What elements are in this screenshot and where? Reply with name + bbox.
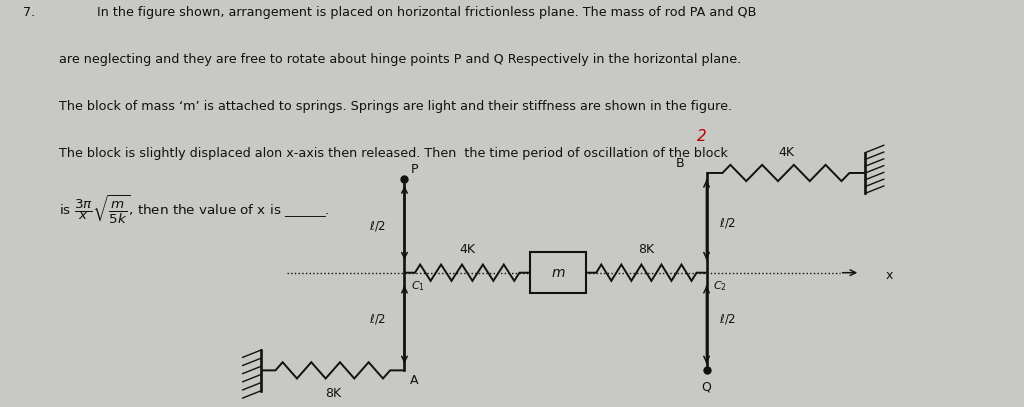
Text: A: A [410,374,418,387]
Text: 2: 2 [696,129,707,144]
Text: 8K: 8K [325,387,341,400]
Text: The block is slightly displaced alon x-axis then released. Then  the time period: The block is slightly displaced alon x-a… [59,147,728,160]
Text: P: P [411,163,418,176]
Text: 4K: 4K [778,146,794,159]
Text: is $\dfrac{3\pi}{x}\sqrt{\dfrac{m}{5k}}$, then the value of x is ______.: is $\dfrac{3\pi}{x}\sqrt{\dfrac{m}{5k}}$… [59,193,330,225]
Text: are neglecting and they are free to rotate about hinge points P and Q Respective: are neglecting and they are free to rota… [59,53,741,66]
Text: $\ell$/2: $\ell$/2 [719,313,736,326]
Text: 7.: 7. [23,6,35,19]
Text: 8K: 8K [638,243,654,256]
Text: 4K: 4K [459,243,475,256]
Text: m: m [551,266,565,280]
Text: $C_1$: $C_1$ [411,279,425,293]
Text: B: B [676,157,684,170]
Text: x: x [886,269,893,282]
Text: $\ell$/2: $\ell$/2 [369,219,386,233]
Text: $C_2$: $C_2$ [713,279,727,293]
Text: In the figure shown, arrangement is placed on horizontal frictionless plane. The: In the figure shown, arrangement is plac… [97,6,757,19]
Text: $\ell$/2: $\ell$/2 [369,313,386,326]
Bar [530,252,587,293]
Text: Q: Q [701,381,712,394]
Text: $\ell$/2: $\ell$/2 [719,216,736,230]
Text: The block of mass ‘m’ is attached to springs. Springs are light and their stiffn: The block of mass ‘m’ is attached to spr… [59,100,732,113]
